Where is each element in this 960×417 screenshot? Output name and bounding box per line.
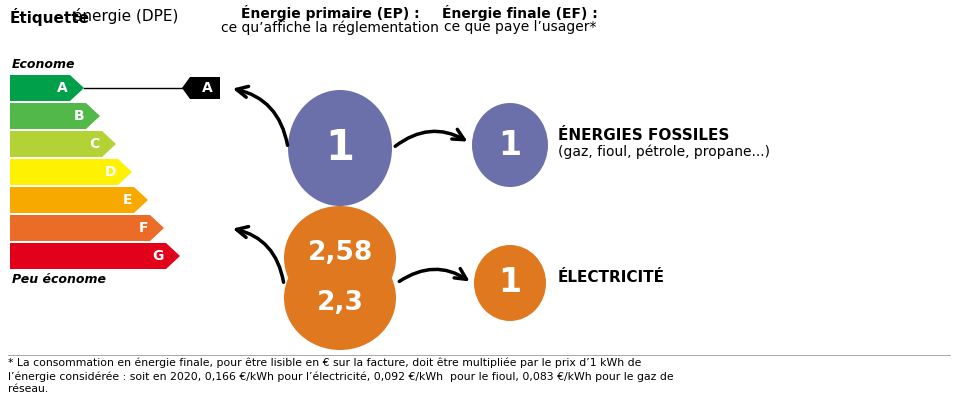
Text: A: A xyxy=(58,81,68,95)
Text: énergie (DPE): énergie (DPE) xyxy=(68,8,179,24)
Ellipse shape xyxy=(284,246,396,350)
Text: ce que paye l’usager*: ce que paye l’usager* xyxy=(444,20,596,34)
Text: Énergie finale (EF) :: Énergie finale (EF) : xyxy=(443,5,598,21)
Polygon shape xyxy=(10,215,164,241)
Text: Étiquette: Étiquette xyxy=(10,8,90,26)
Text: ÉLECTRICITÉ: ÉLECTRICITÉ xyxy=(558,270,665,285)
Text: l’énergie considérée : soit en 2020, 0,166 €/kWh pour l’électricité, 0,092 €/kWh: l’énergie considérée : soit en 2020, 0,1… xyxy=(8,371,674,382)
Text: 1: 1 xyxy=(325,127,354,169)
Polygon shape xyxy=(10,159,132,185)
Text: G: G xyxy=(153,249,164,263)
Text: réseau.: réseau. xyxy=(8,384,48,394)
Polygon shape xyxy=(182,77,220,99)
Text: 2,3: 2,3 xyxy=(317,290,364,316)
Ellipse shape xyxy=(472,103,548,187)
Text: E: E xyxy=(123,193,132,207)
Text: D: D xyxy=(105,165,116,179)
Text: Énergie primaire (EP) :: Énergie primaire (EP) : xyxy=(241,5,420,21)
Text: A: A xyxy=(202,81,212,95)
Text: * La consommation en énergie finale, pour être lisible en € sur la facture, doit: * La consommation en énergie finale, pou… xyxy=(8,358,641,369)
Text: ÉNERGIES FOSSILES: ÉNERGIES FOSSILES xyxy=(558,128,730,143)
Ellipse shape xyxy=(284,206,396,310)
Polygon shape xyxy=(10,75,84,101)
Polygon shape xyxy=(10,131,116,157)
Ellipse shape xyxy=(288,90,392,206)
Polygon shape xyxy=(10,103,100,129)
Text: C: C xyxy=(89,137,100,151)
Text: 1: 1 xyxy=(498,266,521,299)
Text: Peu économe: Peu économe xyxy=(12,273,106,286)
Text: 2,58: 2,58 xyxy=(307,240,372,266)
Text: Econome: Econome xyxy=(12,58,76,71)
Text: (gaz, fioul, pétrole, propane...): (gaz, fioul, pétrole, propane...) xyxy=(558,144,770,158)
Text: ce qu’affiche la réglementation: ce qu’affiche la réglementation xyxy=(221,20,439,35)
Text: F: F xyxy=(138,221,148,235)
Polygon shape xyxy=(10,187,148,213)
Ellipse shape xyxy=(474,245,546,321)
Text: B: B xyxy=(73,109,84,123)
Polygon shape xyxy=(10,243,180,269)
Text: 1: 1 xyxy=(498,128,521,161)
